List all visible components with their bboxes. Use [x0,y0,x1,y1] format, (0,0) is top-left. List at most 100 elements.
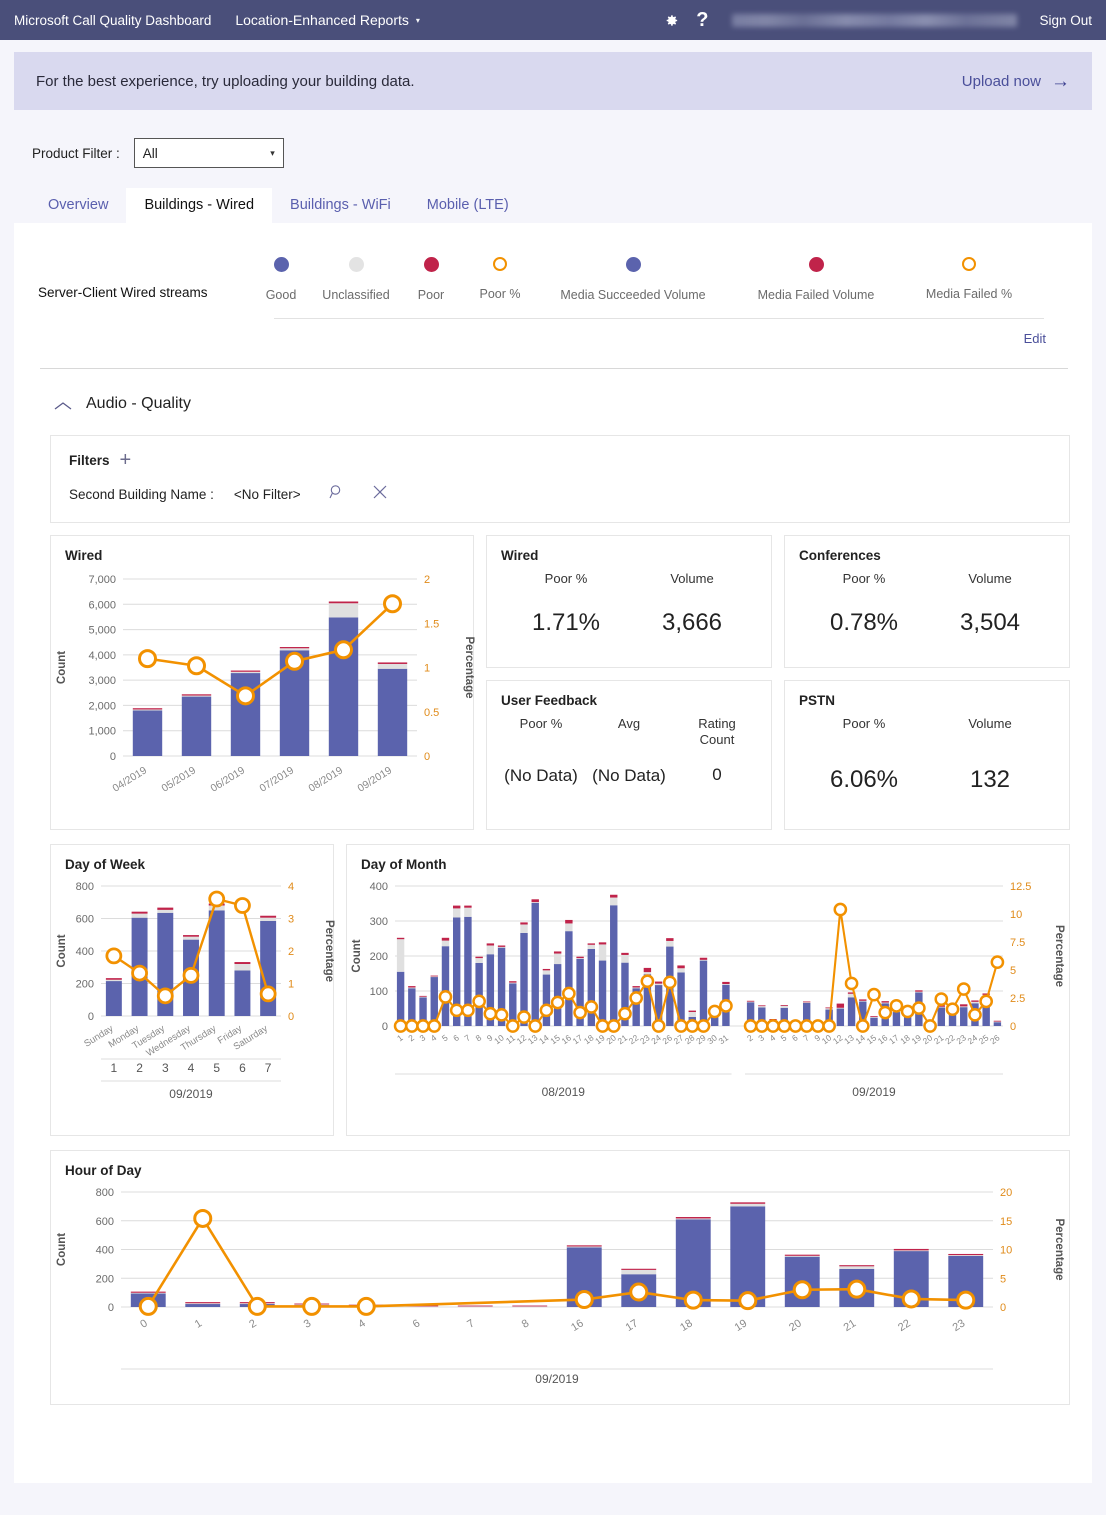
legend-item-media-succeeded-volume[interactable]: Media Succeeded Volume [538,257,728,302]
tab-mobile-lte[interactable]: Mobile (LTE) [426,197,509,213]
svg-text:0: 0 [288,1011,294,1023]
svg-text:400: 400 [96,1245,114,1257]
legend-label-unclassified: Unclassified [322,288,390,302]
svg-text:3: 3 [162,1061,169,1075]
svg-text:4: 4 [188,1061,195,1075]
svg-text:20: 20 [787,1317,804,1334]
help-icon[interactable]: ? [696,9,709,31]
legend-dot-unclassified [348,257,364,272]
legend-label-poor-pct: Poor % [479,287,521,301]
legend-item-media-failed-volume[interactable]: Media Failed Volume [728,257,904,302]
legend-item-unclassified[interactable]: Unclassified [312,257,400,302]
svg-text:2: 2 [424,574,430,586]
row-hour-of-day: Hour of Day 0 200 400 600 800 0 5 10 15 20 Count Pe… [50,1150,1070,1405]
svg-text:1: 1 [111,1061,118,1075]
chart-card-hour-of-day: Hour of Day 0 200 400 600 800 0 5 10 15 20 Count Pe… [50,1150,1070,1405]
kpi-header-pstn-volume: Volume [968,716,1012,731]
svg-text:300: 300 [370,916,388,928]
svg-text:Percentage: Percentage [323,920,335,982]
svg-text:4: 4 [768,1032,778,1043]
kpi-header-feedback-rating-count: Rating Count [698,716,736,748]
legend-item-poor[interactable]: Poor [400,257,462,302]
svg-text:7: 7 [801,1032,811,1043]
svg-text:Percentage: Percentage [1053,1218,1065,1280]
svg-text:17: 17 [624,1317,641,1334]
svg-text:19: 19 [733,1317,750,1334]
legend-item-media-failed-pct[interactable]: Media Failed % [904,257,1034,302]
product-filter-row: Product Filter : All ▾ [0,110,1106,168]
svg-text:200: 200 [76,979,94,991]
product-filter-select[interactable]: All ▾ [133,138,284,168]
sign-out-button[interactable]: Sign Out [1039,12,1092,28]
audio-quality-section-header[interactable]: Audio - Quality [14,369,1092,413]
legend-label-media-failed-pct: Media Failed % [925,287,1013,301]
svg-text:05/2019: 05/2019 [160,764,199,794]
svg-text:800: 800 [76,881,94,893]
legend-item-good[interactable]: Good [250,257,312,302]
filter-field-value[interactable]: <No Filter> [233,486,301,502]
svg-text:400: 400 [76,946,94,958]
svg-text:100: 100 [370,986,388,998]
svg-text:5: 5 [1000,1273,1006,1285]
chart-day-of-month[interactable]: 0 100 200 300 400 0 2.5 5 7.5 10 12.5 Count Percenta… [347,872,1065,1134]
search-icon[interactable] [329,484,345,504]
svg-text:3,000: 3,000 [88,675,116,687]
kpi-value-feedback-rating-count: 0 [712,764,722,784]
tab-buildings-wifi[interactable]: Buildings - WiFi [290,197,391,213]
svg-text:0: 0 [88,1011,94,1023]
svg-text:6: 6 [451,1032,461,1043]
tab-overview[interactable]: Overview [48,197,109,213]
legend-item-poor-pct[interactable]: Poor % [462,257,538,302]
svg-text:Percentage: Percentage [1053,925,1065,987]
svg-text:8: 8 [520,1317,532,1330]
svg-text:12.5: 12.5 [1010,881,1031,893]
legend-dot-poor [423,257,439,272]
top-navigation-bar: Microsoft Call Quality Dashboard Locatio… [0,0,1106,40]
svg-text:8: 8 [474,1032,484,1043]
svg-text:7: 7 [265,1061,272,1075]
gear-icon[interactable] [663,12,680,29]
banner-message: For the best experience, try uploading y… [36,72,415,90]
kpi-header-pstn-poor-pct: Poor % [842,716,886,731]
kpi-value-wired-volume: 3,666 [661,609,723,637]
plus-icon[interactable]: + [119,449,132,471]
kpi-value-conferences-volume: 3,504 [959,609,1021,637]
svg-text:7.5: 7.5 [1010,937,1025,949]
upload-now-button[interactable]: Upload now → [962,72,1070,91]
svg-text:Count: Count [56,1233,68,1266]
app-brand-title: Microsoft Call Quality Dashboard [14,12,212,28]
svg-text:600: 600 [76,914,94,926]
svg-text:6: 6 [411,1317,423,1330]
filters-heading: Filters [69,452,110,468]
tab-buildings-wired[interactable]: Buildings - Wired [126,188,273,223]
svg-text:0: 0 [110,751,116,763]
svg-text:3: 3 [288,914,294,926]
kpi-value-pstn-poor-pct: 6.06% [829,766,899,794]
svg-text:2,000: 2,000 [88,700,116,712]
svg-text:3: 3 [302,1317,314,1330]
svg-text:22: 22 [896,1317,913,1334]
report-menu[interactable]: Location-Enhanced Reports ▾ [235,12,420,28]
svg-text:09/2019: 09/2019 [169,1087,213,1101]
svg-text:15: 15 [1000,1216,1012,1228]
kpi-value-pstn-volume: 132 [969,766,1011,794]
chart-wired[interactable]: 0 1,000 2,000 3,000 4,000 5,000 6,000 7,000 0 0.5… [51,563,475,828]
chevron-down-icon: ▾ [270,147,275,158]
svg-text:2: 2 [136,1061,143,1075]
clear-filter-icon[interactable] [373,485,387,503]
kpi-header-wired-volume: Volume [670,571,714,586]
svg-text:5: 5 [440,1032,450,1043]
svg-text:6: 6 [239,1061,246,1075]
chevron-up-icon[interactable] [54,399,72,410]
chart-card-wired: Wired 0 1,000 2,000 3,000 4,000 5,000 6,000 7,0… [50,535,475,830]
legend-dot-media-failed-volume [808,257,824,272]
filters-panel: Filters + Second Building Name : <No Fil… [50,435,1070,523]
svg-text:09/2019: 09/2019 [356,764,395,794]
upload-now-label: Upload now [961,72,1041,90]
svg-text:0: 0 [108,1302,114,1314]
legend-dot-good [273,257,289,272]
edit-link[interactable]: Edit [1023,331,1046,346]
legend-ring-media-failed-pct [962,257,976,271]
